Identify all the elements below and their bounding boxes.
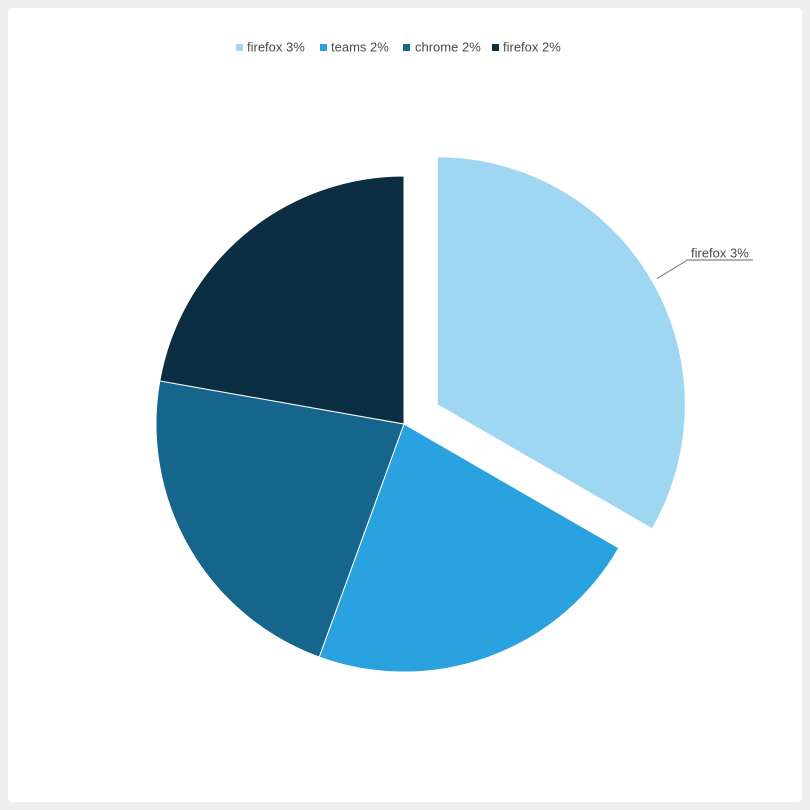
- svg-text:firefox 3%: firefox 3%: [691, 245, 749, 260]
- svg-text:chrome 2%: chrome 2%: [415, 40, 481, 55]
- svg-text:firefox 2%: firefox 2%: [503, 40, 561, 55]
- svg-text:teams 2%: teams 2%: [331, 40, 389, 55]
- svg-text:firefox 3%: firefox 3%: [247, 40, 305, 55]
